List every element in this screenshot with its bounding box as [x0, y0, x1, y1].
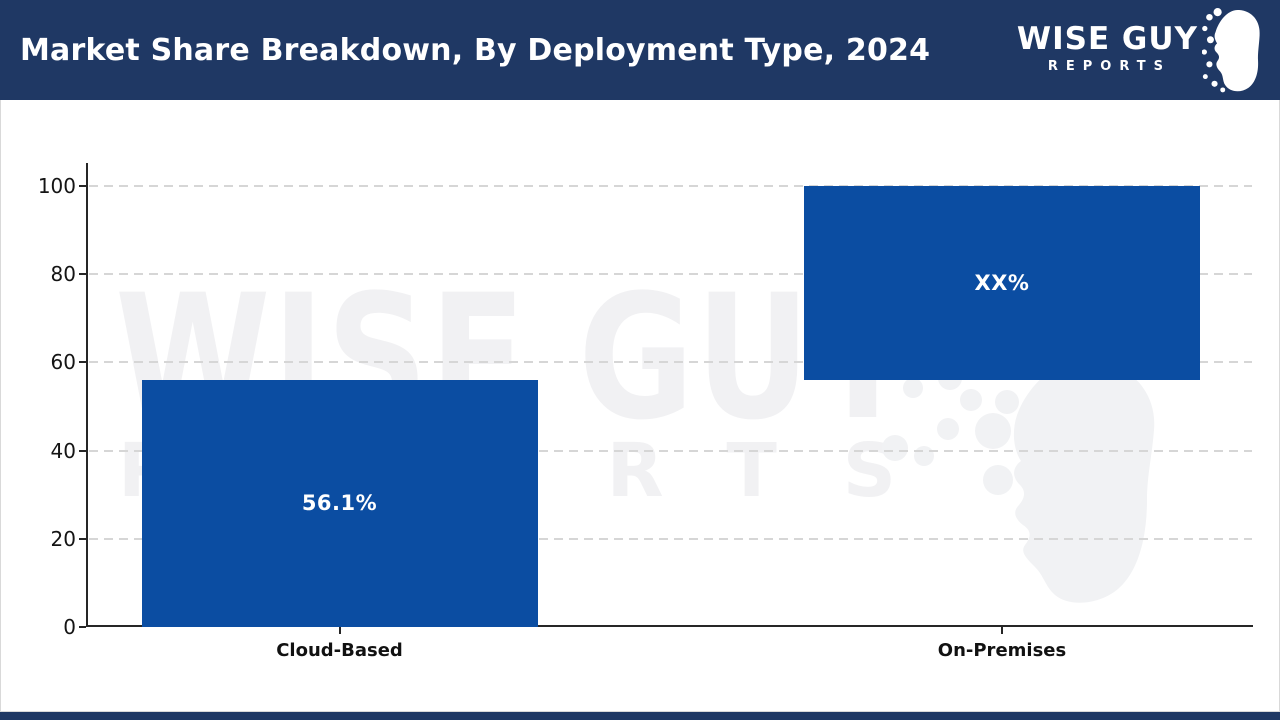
brand-name: WISE GUY	[1016, 21, 1198, 57]
y-axis-tick	[79, 537, 86, 540]
bar-value-label: 56.1%	[301, 491, 378, 516]
brand-logo: WISE GUY REPORTS	[1010, 7, 1270, 93]
gridline	[89, 273, 1252, 276]
y-axis-tick	[79, 185, 86, 187]
header-bar: Market Share Breakdown, By Deployment Ty…	[0, 0, 1280, 100]
x-tick-label: On-Premises	[937, 640, 1067, 661]
brand-face-icon	[1202, 8, 1260, 93]
bar-value-label: XX%	[974, 270, 1030, 295]
bar-on-premises: XX%	[804, 186, 1200, 380]
y-tick-label: 60	[50, 350, 76, 375]
x-axis-tick	[1001, 627, 1003, 634]
x-axis-tick	[338, 627, 341, 634]
y-tick-label: 80	[50, 262, 76, 287]
gridline	[89, 361, 1252, 364]
gridline	[89, 185, 1252, 187]
gridline	[89, 449, 1252, 452]
brand-text: WISE GUY REPORTS	[1017, 23, 1198, 74]
page-title: Market Share Breakdown, By Deployment Ty…	[20, 32, 931, 68]
y-tick-label: 20	[50, 526, 76, 551]
x-axis-line	[86, 625, 1253, 627]
bar-cloud-based: 56.1%	[141, 379, 538, 627]
footer-bar	[0, 712, 1280, 720]
y-tick-label: 100	[37, 174, 76, 198]
y-axis-tick	[79, 626, 86, 628]
brand-subtitle: REPORTS	[1047, 58, 1172, 74]
x-tick-label: Cloud-Based	[276, 640, 403, 661]
y-axis-line	[86, 163, 88, 627]
y-axis-tick	[79, 449, 86, 452]
y-axis-tick	[79, 361, 86, 364]
gridline	[89, 537, 1252, 540]
y-tick-label: 0	[63, 615, 76, 639]
y-axis-tick	[79, 273, 86, 276]
y-tick-label: 40	[50, 438, 76, 463]
